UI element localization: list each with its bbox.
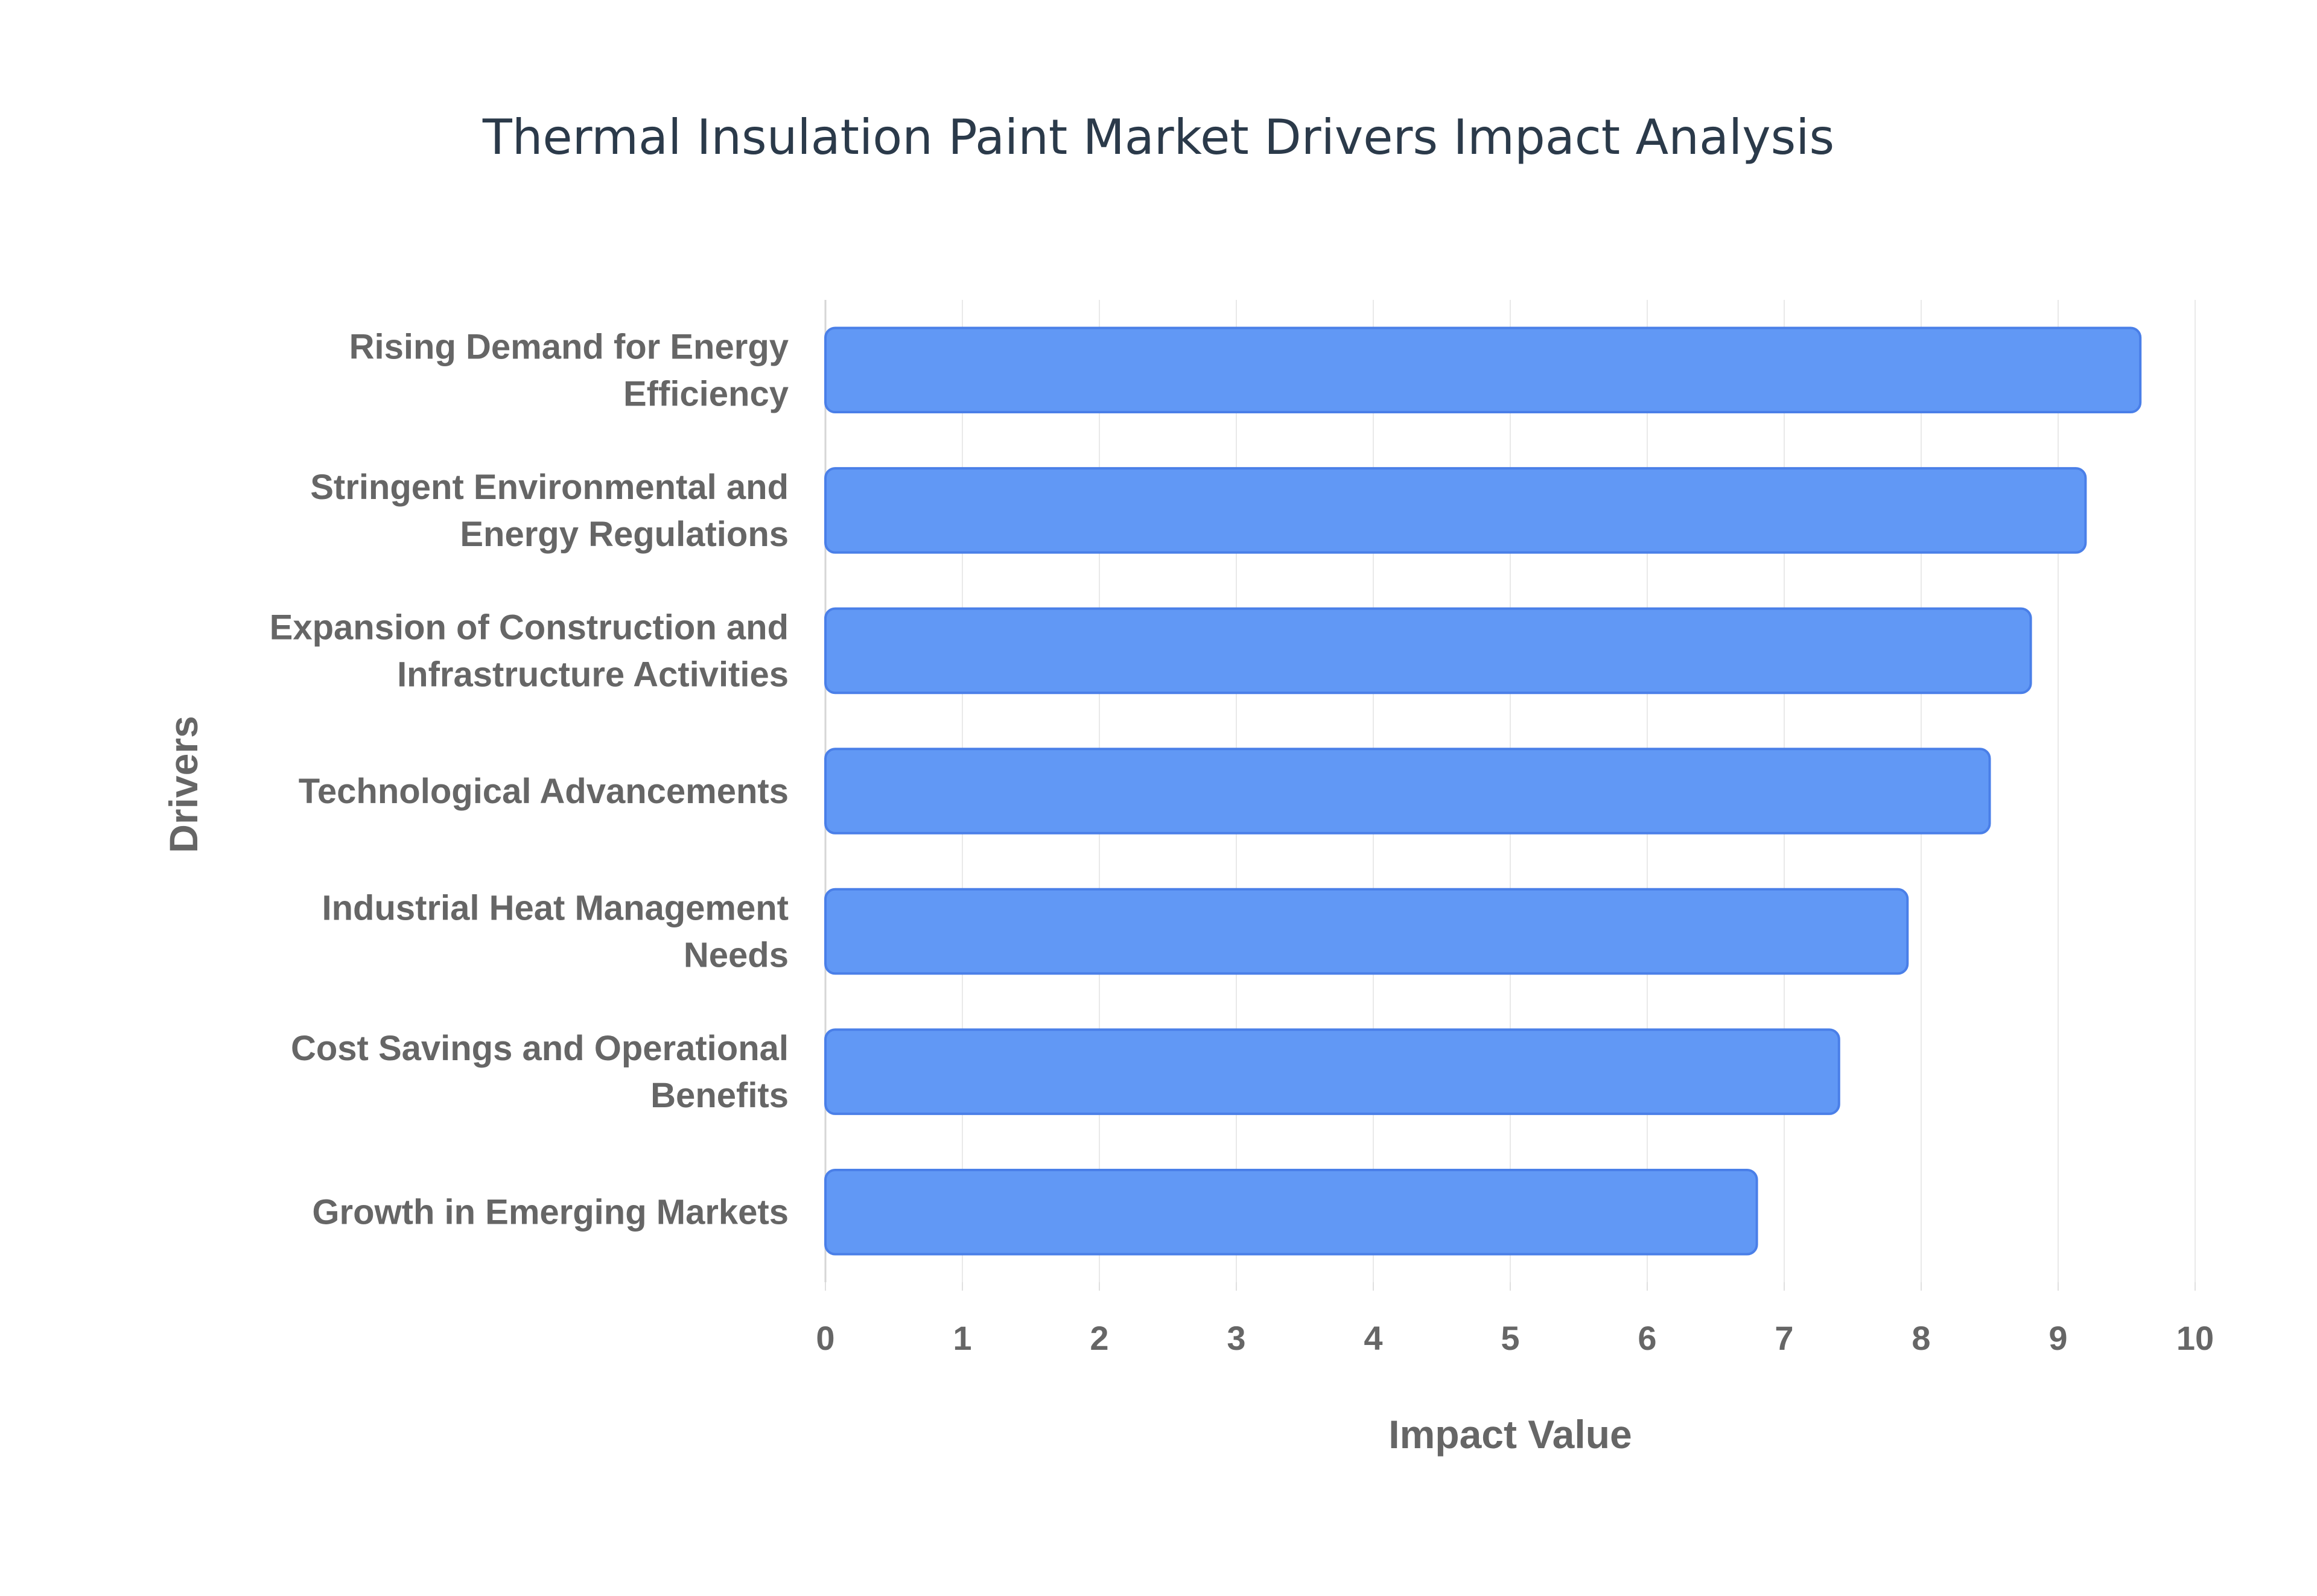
x-tick-label: 7 bbox=[1775, 1319, 1793, 1357]
bar bbox=[824, 748, 1991, 835]
x-tick-label: 6 bbox=[1638, 1319, 1656, 1357]
bar bbox=[824, 326, 2142, 414]
category-label: Expansion of Construction and bbox=[270, 608, 789, 647]
x-axis-ticks: 0 1 2 3 4 5 6 7 8 9 10 bbox=[816, 1282, 2214, 1357]
category-label: Technological Advancements bbox=[299, 772, 789, 811]
chart-title: Thermal Insulation Paint Market Drivers … bbox=[482, 109, 1834, 165]
x-tick-label: 3 bbox=[1227, 1319, 1245, 1357]
category-labels: Rising Demand for Energy Efficiency String… bbox=[270, 327, 789, 1232]
category-label: Industrial Heat Management bbox=[322, 889, 789, 928]
bars bbox=[824, 326, 2142, 1256]
x-tick-label: 5 bbox=[1501, 1319, 1519, 1357]
x-tick-label: 10 bbox=[2176, 1319, 2214, 1357]
category-label: Stringent Environmental and bbox=[310, 468, 789, 507]
bar bbox=[824, 1168, 1758, 1256]
bar bbox=[824, 888, 1909, 975]
category-label: Benefits bbox=[650, 1076, 789, 1115]
category-label: Cost Savings and Operational bbox=[291, 1029, 789, 1068]
bar bbox=[824, 467, 2087, 554]
x-tick-label: 4 bbox=[1364, 1319, 1382, 1357]
category-label: Needs bbox=[684, 936, 789, 975]
x-tick-label: 9 bbox=[2048, 1319, 2067, 1357]
category-label: Energy Regulations bbox=[460, 515, 789, 554]
bar bbox=[824, 1028, 1840, 1115]
category-label: Rising Demand for Energy bbox=[349, 327, 789, 366]
category-label: Efficiency bbox=[623, 374, 789, 413]
bar bbox=[824, 607, 2032, 695]
category-label: Growth in Emerging Markets bbox=[312, 1193, 789, 1232]
y-axis-title: Drivers bbox=[161, 716, 206, 853]
x-tick-label: 8 bbox=[1912, 1319, 1930, 1357]
category-label: Infrastructure Activities bbox=[397, 655, 789, 694]
x-tick-label: 1 bbox=[953, 1319, 971, 1357]
x-tick-label: 0 bbox=[816, 1319, 834, 1357]
x-axis-title: Impact Value bbox=[1388, 1412, 1632, 1457]
x-tick-label: 2 bbox=[1090, 1319, 1108, 1357]
